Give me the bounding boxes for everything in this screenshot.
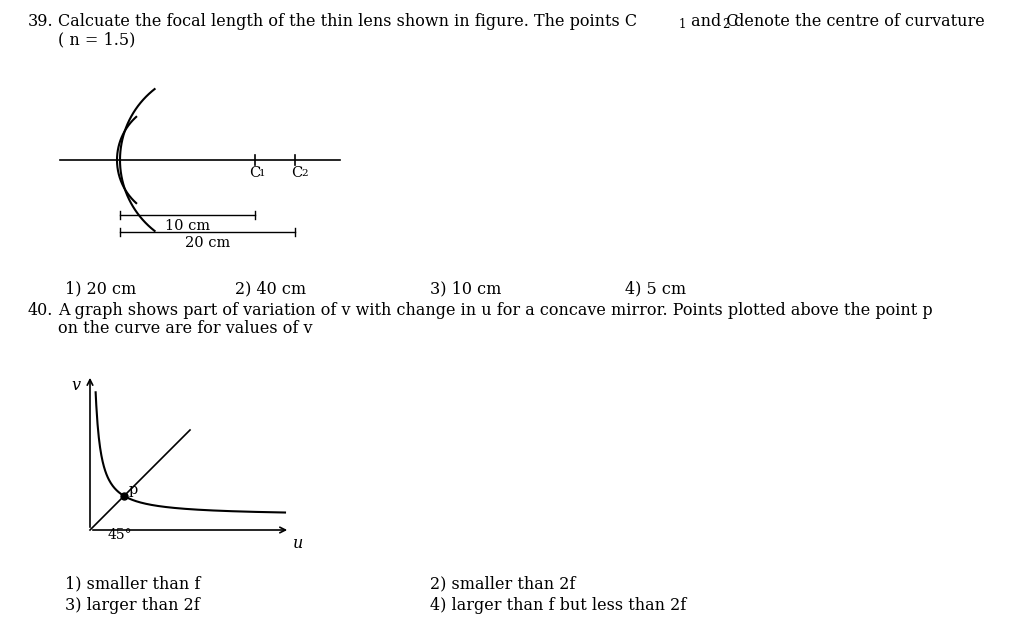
Text: 40.: 40. <box>28 302 53 319</box>
Text: 45°: 45° <box>108 528 133 542</box>
Text: v: v <box>72 377 81 394</box>
Text: ( n = 1.5): ( n = 1.5) <box>58 31 135 48</box>
Text: 1: 1 <box>259 169 265 178</box>
Text: 2: 2 <box>722 18 729 31</box>
Text: A graph shows part of variation of v with change in u for a concave mirror. Poin: A graph shows part of variation of v wit… <box>58 302 933 319</box>
Text: 1) smaller than f: 1) smaller than f <box>65 575 201 592</box>
Text: 3) 10 cm: 3) 10 cm <box>430 280 502 297</box>
Text: on the curve are for values of v: on the curve are for values of v <box>58 320 312 337</box>
Text: 39.: 39. <box>28 13 53 30</box>
Text: 4) larger than f but less than 2f: 4) larger than f but less than 2f <box>430 597 686 614</box>
Text: and C: and C <box>686 13 738 30</box>
Text: C: C <box>291 166 302 180</box>
Text: 2) 40 cm: 2) 40 cm <box>234 280 306 297</box>
Text: 1: 1 <box>679 18 686 31</box>
Text: 2: 2 <box>301 169 307 178</box>
Text: 3) larger than 2f: 3) larger than 2f <box>65 597 200 614</box>
Text: 10 cm: 10 cm <box>165 219 210 233</box>
Text: 4) 5 cm: 4) 5 cm <box>625 280 686 297</box>
Text: Calcuate the focal length of the thin lens shown in figure. The points C: Calcuate the focal length of the thin le… <box>58 13 637 30</box>
Text: p: p <box>128 483 137 497</box>
Text: denote the centre of curvature: denote the centre of curvature <box>729 13 985 30</box>
Text: u: u <box>293 535 303 552</box>
Text: C: C <box>249 166 260 180</box>
Text: 2) smaller than 2f: 2) smaller than 2f <box>430 575 575 592</box>
Text: 1) 20 cm: 1) 20 cm <box>65 280 136 297</box>
Text: 20 cm: 20 cm <box>185 236 230 250</box>
